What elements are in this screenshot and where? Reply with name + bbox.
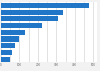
Bar (1, 16, 58, 21)
Bar (1, 36, 18, 42)
Bar (1, 3, 89, 8)
Bar (1, 43, 15, 48)
Bar (1, 23, 42, 28)
Bar (1, 30, 25, 35)
Bar (1, 50, 12, 55)
Bar (1, 10, 63, 15)
Bar (1, 57, 10, 62)
